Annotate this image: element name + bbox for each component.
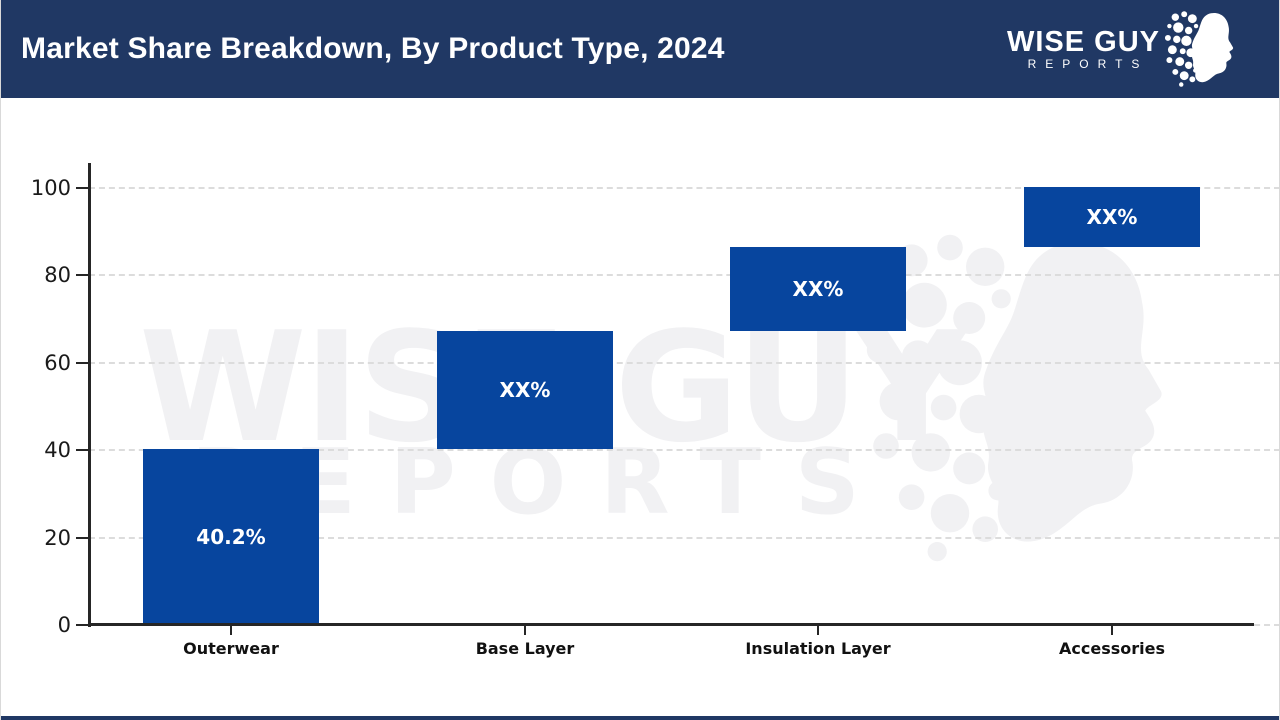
x-axis-line — [88, 623, 1254, 626]
y-axis-tick — [76, 274, 89, 277]
y-tick-label: 100 — [30, 176, 71, 200]
y-tick-label: 20 — [44, 525, 71, 550]
wise-guy-logo: WISE GUY REPORTS — [1007, 4, 1275, 94]
bar-value-label: XX% — [1086, 205, 1138, 230]
bar-accessories: XX% — [1024, 186, 1200, 248]
gridline — [89, 536, 1279, 539]
header: Market Share Breakdown, By Product Type,… — [1, 0, 1279, 98]
x-category-label: Outerwear — [183, 639, 279, 658]
x-category-label: Accessories — [1059, 639, 1165, 658]
logo-subtitle: REPORTS — [1027, 57, 1149, 72]
y-axis-tick — [76, 449, 89, 452]
y-axis-tick — [76, 624, 89, 626]
y-axis-tick — [76, 536, 89, 539]
x-axis-tick — [817, 626, 819, 635]
footer-bar — [1, 716, 1279, 720]
logo-text: WISE GUY REPORTS — [1007, 25, 1161, 72]
y-axis-tick — [76, 187, 89, 189]
y-tick-label: 80 — [44, 263, 71, 288]
y-tick-label: 0 — [57, 613, 71, 637]
y-axis-spine — [88, 163, 91, 627]
y-tick-label: 60 — [44, 350, 71, 375]
bar-value-label: XX% — [792, 277, 844, 302]
y-axis-tick — [76, 361, 89, 364]
gridline — [89, 449, 1279, 452]
bar-outerwear: 40.2% — [143, 449, 319, 625]
x-category-label: Base Layer — [475, 639, 575, 658]
x-category-label: Insulation Layer — [745, 639, 891, 658]
page-title: Market Share Breakdown, By Product Type,… — [21, 32, 725, 65]
x-axis-tick — [1111, 626, 1113, 635]
y-tick-label: 40 — [44, 438, 71, 463]
gridline — [89, 187, 1279, 189]
x-axis-tick — [524, 626, 526, 635]
bar-value-label: 40.2% — [196, 525, 266, 550]
bar-insulation-layer: XX% — [730, 247, 906, 332]
gridline — [89, 274, 1279, 277]
bar-base-layer: XX% — [437, 331, 613, 450]
gridline — [89, 361, 1279, 364]
logo-face-icon — [1164, 11, 1234, 87]
bar-value-label: XX% — [499, 378, 551, 403]
logo-wordmark: WISE GUY — [1007, 25, 1161, 58]
x-axis-tick — [230, 626, 232, 635]
